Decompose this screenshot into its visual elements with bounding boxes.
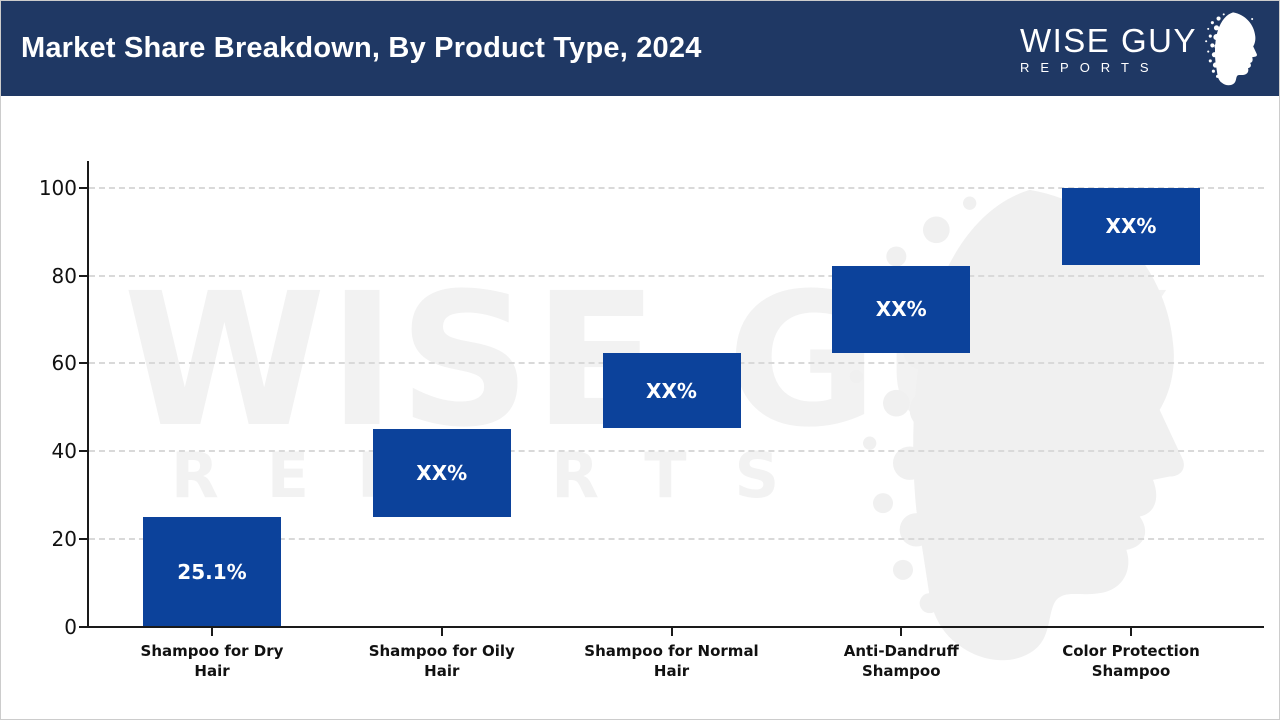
bar-value-label: 25.1% — [177, 559, 247, 584]
y-tick-label-40: 40 — [51, 439, 77, 464]
y-tick-label-80: 80 — [51, 263, 77, 288]
y-tick-mark-100 — [79, 186, 88, 189]
y-tick-mark-60 — [79, 362, 88, 365]
y-tick-mark-0 — [79, 626, 88, 628]
header-bar: Market Share Breakdown, By Product Type,… — [1, 1, 1279, 96]
x-tick-label-4: Color Protection Shampoo — [1062, 642, 1200, 681]
x-tick-label-0: Shampoo for Dry Hair — [140, 642, 284, 681]
logo-text: WISE GUY REPORTS — [1020, 24, 1197, 74]
page-title: Market Share Breakdown, By Product Type,… — [21, 32, 702, 64]
bar-color-protection-shampoo: XX% — [1062, 187, 1200, 265]
wise-guy-logo: WISE GUY REPORTS — [1020, 8, 1263, 90]
y-tick-mark-20 — [79, 538, 88, 541]
bar-anti-dandruff-shampoo: XX% — [832, 265, 971, 353]
x-tick-mark-0 — [211, 628, 213, 636]
y-tick-label-100: 100 — [38, 175, 77, 200]
bar-value-label: XX% — [416, 460, 468, 485]
y-tick-mark-40 — [79, 450, 88, 453]
bar-value-label: XX% — [646, 378, 697, 403]
y-axis-spine — [87, 161, 89, 628]
bar-shampoo-for-oily-hair: XX% — [372, 428, 511, 517]
x-tick-mark-1 — [440, 628, 443, 636]
logo-brand-name: WISE GUY — [1019, 21, 1197, 59]
x-tick-mark-2 — [670, 628, 673, 636]
y-tick-label-60: 60 — [51, 351, 77, 376]
bar-value-label: XX% — [1105, 214, 1157, 239]
bar-shampoo-for-dry-hair: 25.1% — [143, 516, 281, 627]
x-axis-spine — [87, 626, 1264, 628]
y-tick-label-20: 20 — [51, 527, 77, 552]
gridline-40 — [89, 450, 1264, 453]
y-tick-label-0: 0 — [64, 615, 77, 639]
x-tick-mark-3 — [900, 628, 903, 636]
y-tick-mark-80 — [79, 274, 88, 277]
gridline-20 — [89, 538, 1264, 541]
x-tick-mark-4 — [1130, 628, 1132, 636]
x-tick-label-3: Anti-Dandruff Shampoo — [843, 642, 959, 681]
logo-brand-sub: REPORTS — [1019, 59, 1160, 75]
x-tick-label-1: Shampoo for Oily Hair — [368, 642, 515, 681]
gridline-100 — [89, 186, 1264, 189]
x-tick-label-2: Shampoo for Normal Hair — [584, 642, 759, 681]
gridline-80 — [89, 274, 1264, 277]
bar-shampoo-for-normal-hair: XX% — [602, 352, 741, 429]
bar-value-label: XX% — [875, 297, 927, 322]
